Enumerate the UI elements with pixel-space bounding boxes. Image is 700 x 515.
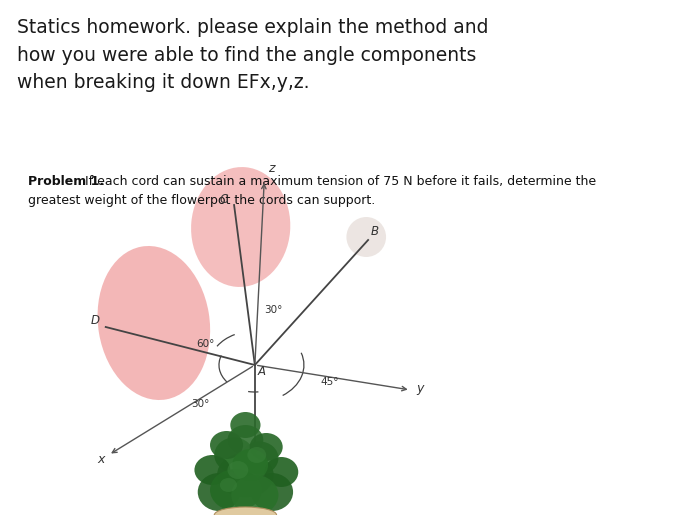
Text: D: D (90, 314, 99, 327)
Ellipse shape (250, 433, 283, 461)
Text: B: B (371, 225, 379, 238)
Ellipse shape (265, 457, 298, 487)
Text: Problem 1.: Problem 1. (28, 175, 104, 188)
Text: how you were able to find the angle components: how you were able to find the angle comp… (17, 46, 477, 65)
Ellipse shape (97, 246, 210, 400)
Ellipse shape (228, 425, 263, 455)
Ellipse shape (195, 455, 230, 485)
Ellipse shape (197, 473, 240, 511)
Ellipse shape (228, 461, 248, 479)
Ellipse shape (214, 438, 254, 472)
Text: y: y (416, 382, 424, 395)
Ellipse shape (217, 453, 274, 497)
Text: Statics homework. please explain the method and: Statics homework. please explain the met… (17, 18, 489, 37)
Text: 60°: 60° (196, 339, 215, 349)
Text: 45°: 45° (321, 377, 340, 387)
Ellipse shape (220, 478, 237, 492)
Text: A: A (258, 365, 266, 378)
Ellipse shape (210, 469, 262, 511)
Ellipse shape (214, 507, 276, 515)
Text: If each cord can sustain a maximum tension of 75 N before it fails, determine th: If each cord can sustain a maximum tensi… (81, 175, 596, 188)
Text: x: x (97, 453, 104, 466)
Ellipse shape (346, 217, 386, 257)
Ellipse shape (230, 412, 260, 438)
Text: z: z (268, 162, 274, 175)
Ellipse shape (241, 441, 279, 474)
Ellipse shape (247, 447, 266, 463)
Text: 30°: 30° (190, 399, 209, 409)
Ellipse shape (231, 475, 279, 515)
Ellipse shape (251, 473, 293, 511)
Text: 30°: 30° (265, 305, 283, 315)
Text: greatest weight of the flowerpot the cords can support.: greatest weight of the flowerpot the cor… (28, 194, 376, 207)
Text: C: C (220, 193, 228, 206)
Ellipse shape (210, 431, 243, 459)
Text: when breaking it down EFx,y,z.: when breaking it down EFx,y,z. (17, 73, 309, 92)
Ellipse shape (191, 167, 290, 287)
Ellipse shape (232, 449, 268, 481)
